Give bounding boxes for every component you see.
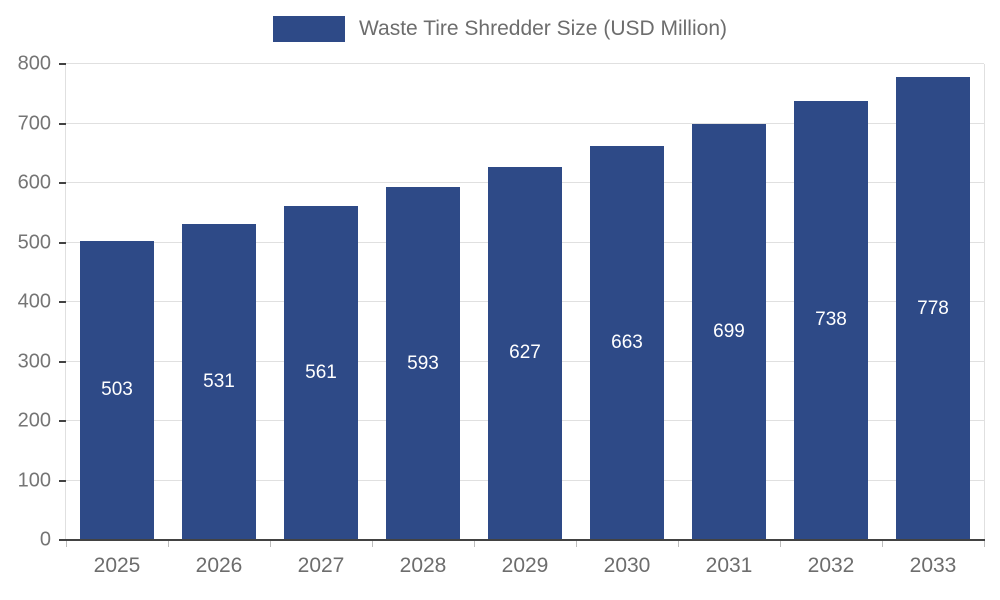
gridline (66, 122, 984, 124)
x-axis-tick (882, 540, 883, 547)
bar-2032: 738 (794, 100, 868, 540)
plot-area: 0 100 200 300 400 500 600 700 800 503 531 561 593 62… (18, 53, 985, 577)
bar-value-label: 531 (203, 371, 235, 393)
x-axis-tick (66, 540, 67, 547)
x-axis-tick-label: 2033 (909, 554, 957, 577)
x-axis-tick (371, 540, 373, 547)
bar-value-label: 593 (407, 352, 439, 374)
x-axis-tick (168, 540, 169, 547)
bar-slot: 663 (576, 64, 678, 540)
x-axis-tick-label: 2026 (195, 554, 243, 577)
bar-2033: 778 (896, 77, 970, 540)
x-axis-tick (270, 540, 271, 547)
x-axis-tick (780, 540, 781, 547)
x-axis-line (65, 539, 985, 541)
bar-slot: 503 (66, 64, 168, 540)
bar-slot: 561 (270, 64, 372, 540)
legend-swatch (273, 16, 345, 42)
bar-value-label: 663 (611, 331, 643, 353)
bar-slot: 778 (882, 64, 984, 540)
y-axis-tick (59, 63, 66, 65)
bar-2028: 593 (386, 187, 460, 540)
bar-value-label: 503 (101, 379, 133, 401)
y-axis-tick (59, 182, 66, 184)
bar-slot: 627 (474, 64, 576, 540)
bar-2030: 663 (590, 145, 664, 540)
y-axis-tick-label: 600 (17, 171, 51, 194)
y-axis-tick (59, 539, 66, 541)
x-axis-tick (677, 540, 679, 547)
x-axis-ticks (66, 540, 985, 548)
x-axis-tick-label: 2031 (705, 554, 753, 577)
x-axis-tick-label: 2030 (603, 554, 651, 577)
bars-container: 503 531 561 593 627 663 699 738 778 (66, 64, 984, 540)
x-axis-tick-label: 2027 (297, 554, 345, 577)
bar-2025: 503 (80, 240, 154, 540)
bar-2027: 561 (284, 206, 358, 540)
y-axis-tick-label: 200 (17, 409, 51, 432)
x-axis-labels: 2025 2026 2027 2028 2029 2030 2031 2032 2033 (66, 554, 984, 578)
x-axis-tick-label: 2029 (501, 554, 549, 577)
y-axis-tick (59, 360, 66, 363)
bar-slot: 738 (780, 64, 882, 540)
y-axis-tick-label: 500 (17, 231, 51, 253)
y-axis-tick-label: 800 (17, 52, 51, 75)
y-axis-tick-label: 400 (17, 290, 51, 313)
y-axis-tick-label: 100 (17, 469, 51, 491)
x-axis-tick (576, 540, 577, 547)
legend-label: Waste Tire Shredder Size (USD Million) (359, 17, 727, 40)
bar-slot: 593 (372, 64, 474, 540)
y-axis-tick-label: 300 (17, 350, 51, 372)
x-axis-tick-label: 2025 (93, 554, 141, 577)
x-axis-tick-label: 2032 (807, 554, 855, 577)
y-axis-tick (59, 479, 66, 482)
y-axis-tick (59, 420, 66, 422)
y-axis-tick-label: 0 (39, 528, 51, 551)
x-axis-tick (474, 540, 475, 547)
bar-value-label: 699 (713, 321, 745, 343)
y-axis-tick (59, 241, 66, 244)
x-axis-tick (984, 540, 985, 547)
y-axis-tick-label: 700 (17, 112, 51, 134)
x-axis-tick-label: 2028 (399, 554, 447, 577)
bar-2026: 531 (182, 224, 256, 540)
y-axis-tick (59, 301, 66, 303)
bar-2031: 699 (692, 124, 766, 540)
bar-slot: 699 (678, 64, 780, 540)
legend-item[interactable]: Waste Tire Shredder Size (USD Million) (0, 16, 1000, 42)
bar-value-label: 778 (917, 297, 949, 319)
bar-value-label: 561 (305, 362, 337, 384)
bar-value-label: 738 (815, 309, 847, 331)
bar-2029: 627 (488, 166, 562, 540)
y-axis-tick (59, 122, 66, 125)
gridline (66, 63, 984, 64)
bar-slot: 531 (168, 64, 270, 540)
bar-value-label: 627 (509, 342, 541, 364)
